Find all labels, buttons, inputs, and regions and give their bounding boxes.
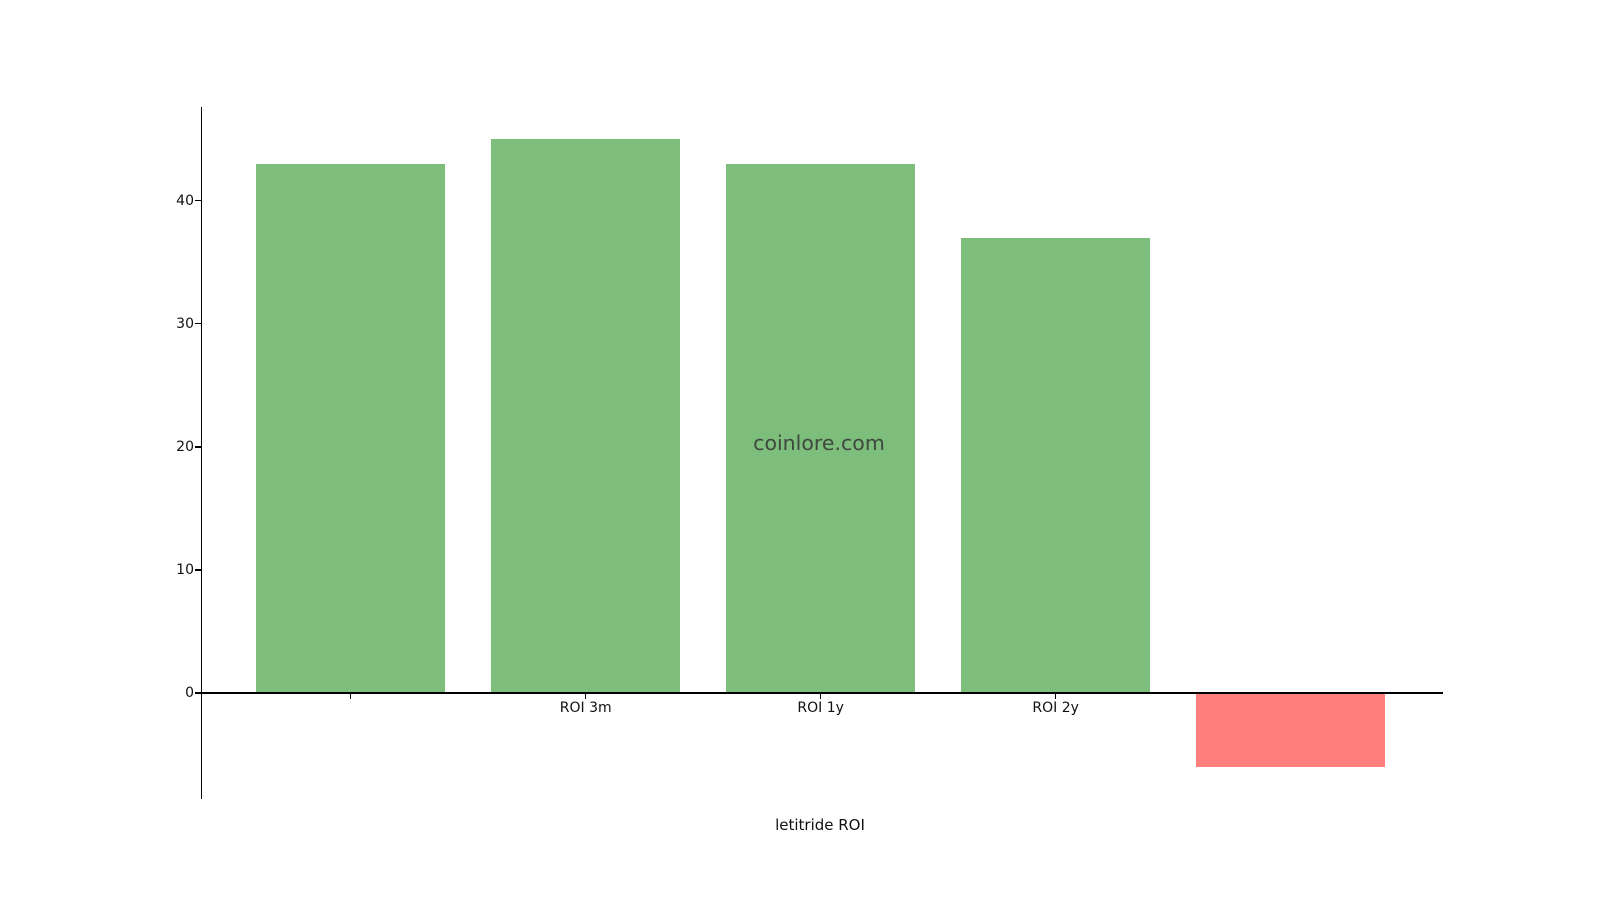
y-axis-tick [194, 199, 201, 202]
bar-category-0 [256, 163, 446, 694]
x-tick-label: ROI 1y [797, 700, 844, 716]
y-tick-label: 0 [185, 685, 194, 702]
chart-title: letitride ROI [775, 816, 865, 834]
x-tick-label: ROI 2y [1032, 700, 1079, 716]
y-tick-label: 10 [176, 561, 194, 578]
x-axis-tick [349, 693, 352, 700]
bar-roi-3m [491, 139, 681, 694]
y-axis-tick [194, 569, 201, 571]
y-axis-spine [200, 107, 202, 799]
bar-category-4 [1196, 693, 1386, 767]
bar-roi-2y [961, 237, 1151, 694]
y-axis-tick [194, 692, 201, 694]
watermark-text: coinlore.com [753, 431, 885, 455]
x-axis-tick [1054, 693, 1057, 700]
y-axis-tick [194, 322, 201, 325]
x-axis-line [202, 692, 1443, 694]
bar-roi-1y [726, 163, 916, 694]
y-tick-label: 40 [176, 192, 194, 209]
x-axis-tick [819, 693, 822, 700]
y-axis-tick [194, 446, 201, 448]
x-axis-tick [584, 693, 587, 700]
x-tick-label: ROI 3m [559, 700, 612, 716]
y-tick-label: 30 [176, 315, 194, 332]
y-tick-label: 20 [176, 438, 194, 455]
